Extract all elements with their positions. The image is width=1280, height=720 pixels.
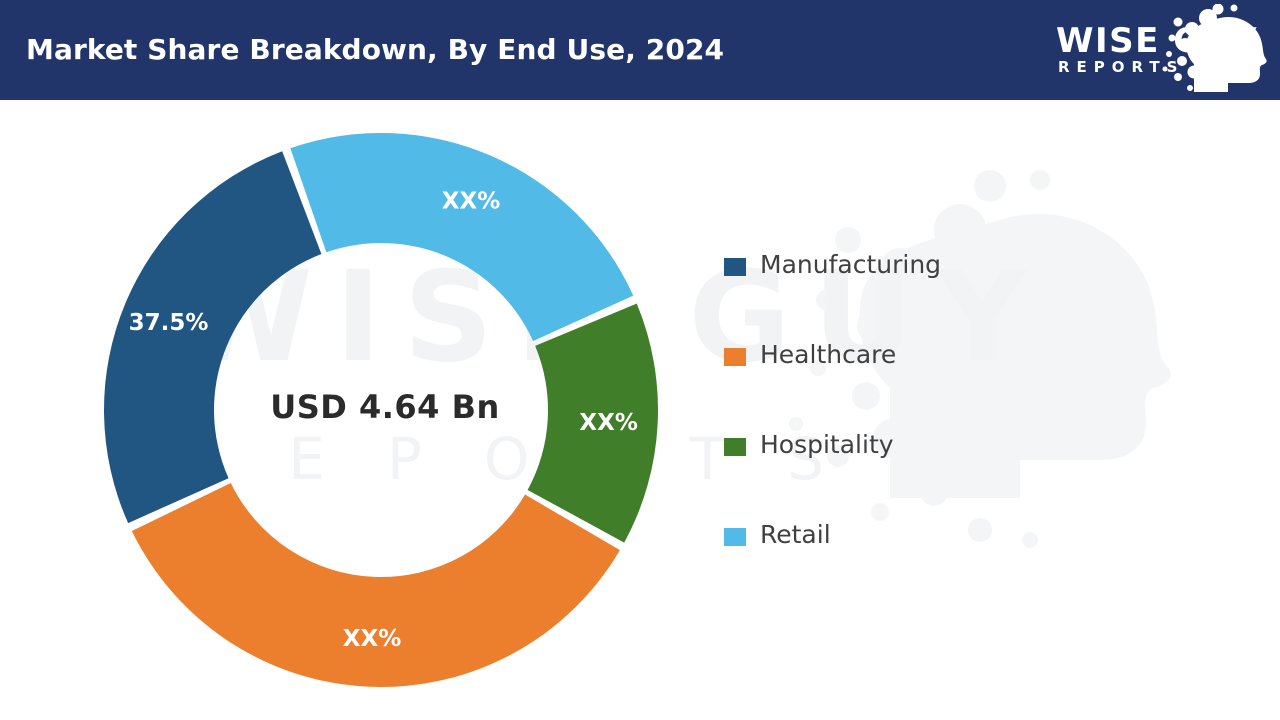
slice-data-label-healthcare: XX%	[343, 626, 402, 652]
slice-data-label-retail: XX%	[442, 189, 501, 215]
donut-slice-labels: 37.5% XX% XX% XX%	[129, 189, 638, 652]
donut-center-value: USD 4.64 Bn	[270, 388, 500, 426]
legend-label: Retail	[760, 520, 831, 549]
chart-legend: Manufacturing Healthcare Hospitality Retail	[724, 250, 1084, 610]
slice-data-label-manufacturing: 37.5%	[129, 310, 209, 336]
header-bar: Market Share Breakdown, By End Use, 2024…	[0, 0, 1280, 100]
donut-slice-retail[interactable]	[290, 132, 634, 342]
donut-chart-svg: 37.5% XX% XX% XX%	[103, 132, 658, 687]
donut-slice-manufacturing[interactable]	[103, 151, 322, 524]
legend-swatch-icon	[724, 438, 746, 456]
dotted-head-logo-icon	[1162, 3, 1267, 92]
logo-wordmark: WISE GUY	[1056, 21, 1258, 61]
donut-chart: 37.5% XX% XX% XX% USD 4.64 Bn	[90, 120, 680, 700]
chart-area: WISE GUY REPORTS 37.5% XX% XX% XX%	[0, 100, 1280, 720]
donut-slice-hospitality[interactable]	[527, 303, 658, 543]
donut-slice-healthcare[interactable]	[131, 482, 620, 687]
logo-subword: REPORTS	[1058, 58, 1185, 76]
wise-guy-reports-logo: WISE GUY REPORTS	[1022, 3, 1272, 96]
legend-label: Manufacturing	[760, 250, 942, 279]
legend-item-retail[interactable]: Retail	[724, 520, 1084, 610]
legend-label: Healthcare	[760, 340, 897, 369]
legend-swatch-icon	[724, 528, 746, 546]
donut-slices	[103, 132, 658, 687]
legend-item-manufacturing[interactable]: Manufacturing	[724, 250, 1084, 340]
legend-swatch-icon	[724, 348, 746, 366]
page-title: Market Share Breakdown, By End Use, 2024	[26, 33, 725, 66]
legend-label: Hospitality	[760, 430, 894, 459]
legend-item-hospitality[interactable]: Hospitality	[724, 430, 1084, 520]
legend-item-healthcare[interactable]: Healthcare	[724, 340, 1084, 430]
slice-data-label-hospitality: XX%	[579, 410, 638, 436]
legend-swatch-icon	[724, 258, 746, 276]
